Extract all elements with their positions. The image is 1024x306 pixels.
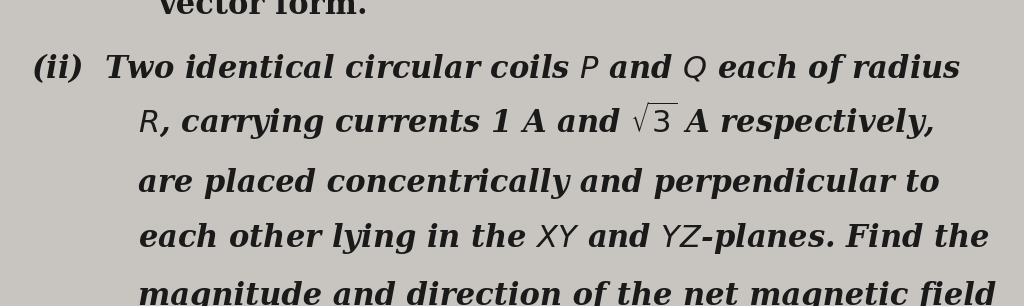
- Text: (ii)  Two identical circular coils $P$ and $Q$ each of radius: (ii) Two identical circular coils $P$ an…: [31, 51, 962, 86]
- Text: $R$, carrying currents 1 A and $\sqrt{3}$ A respectively,: $R$, carrying currents 1 A and $\sqrt{3}…: [138, 99, 935, 142]
- Text: each other lying in the $XY$ and $YZ$-planes. Find the: each other lying in the $XY$ and $YZ$-pl…: [138, 221, 990, 256]
- Text: magnitude and direction of the net magnetic field: magnitude and direction of the net magne…: [138, 281, 996, 306]
- Text: are placed concentrically and perpendicular to: are placed concentrically and perpendicu…: [138, 168, 940, 199]
- Text: vector form.: vector form.: [159, 0, 369, 21]
